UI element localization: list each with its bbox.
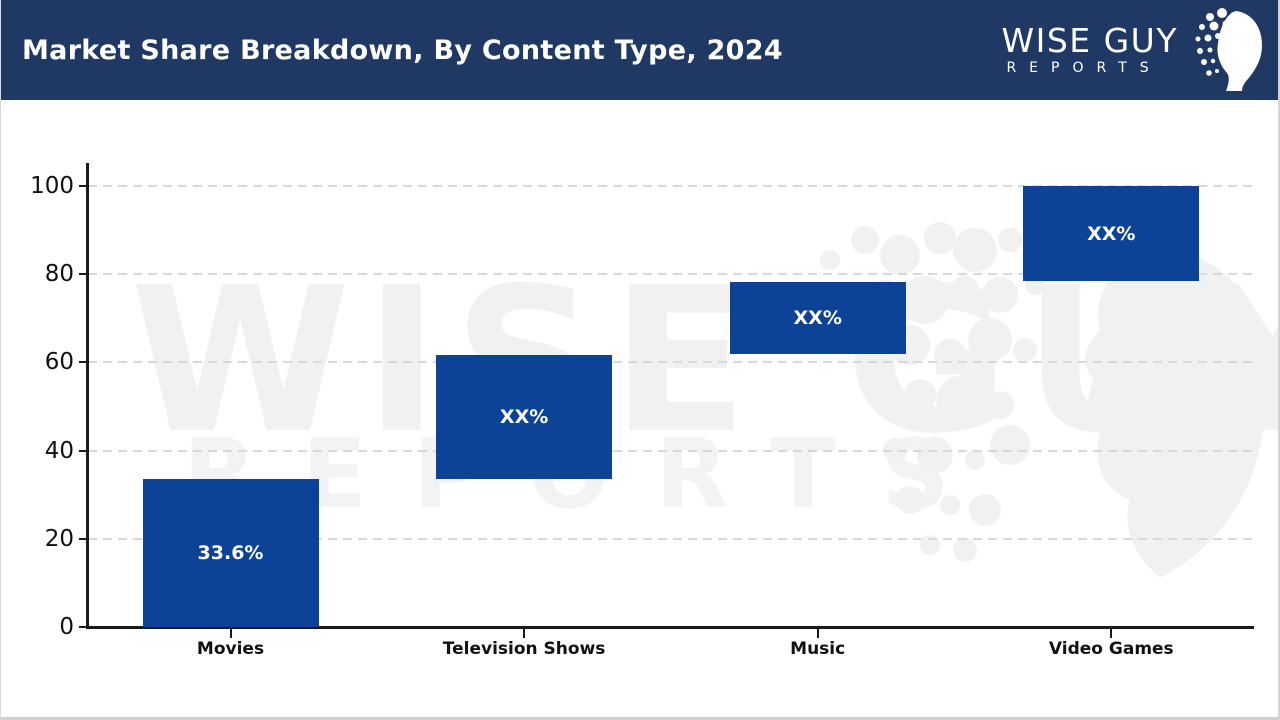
- y-axis-line: [86, 163, 89, 629]
- y-axis-tick: [79, 537, 87, 540]
- gridline: [88, 537, 1256, 540]
- x-axis-tick: [816, 629, 819, 638]
- y-axis-tick-label: 40: [44, 437, 74, 464]
- y-axis-tick-label: 0: [59, 614, 74, 640]
- x-axis-category-label-video-games: Video Games: [1048, 639, 1174, 659]
- brand-wordmark: WISE GUY REPORTS: [1001, 21, 1178, 77]
- bar-television-shows: [436, 355, 613, 479]
- gridline: [88, 185, 1256, 187]
- x-axis-category-label-television-shows: Television Shows: [442, 639, 606, 659]
- brand-logo: WISE GUY REPORTS: [1001, 7, 1266, 93]
- y-axis-tick: [79, 273, 87, 276]
- y-axis-tick: [79, 449, 87, 452]
- bar-value-label-music: XX%: [793, 306, 842, 329]
- gridline: [88, 273, 1256, 276]
- head-profile-logo-icon: [1195, 8, 1262, 91]
- bar-value-label-movies: 33.6%: [197, 541, 264, 564]
- x-axis-tick: [229, 629, 232, 638]
- bar-value-label-video-games: XX%: [1087, 222, 1136, 245]
- bar-movies: [142, 478, 319, 627]
- y-axis-tick-label: 100: [30, 173, 74, 199]
- y-axis-tick: [79, 626, 87, 628]
- x-axis-category-label-movies: Movies: [196, 639, 265, 659]
- y-axis-tick-label: 60: [44, 349, 74, 376]
- y-axis-tick-label: 20: [44, 525, 74, 552]
- y-axis-tick: [79, 361, 87, 364]
- y-axis-tick: [79, 185, 87, 187]
- gridline: [88, 361, 1256, 364]
- y-axis-tick-label: 80: [44, 261, 74, 288]
- gridline: [88, 449, 1256, 452]
- brand-name: WISE GUY: [1001, 21, 1178, 60]
- header-bar: Market Share Breakdown, By Content Type,…: [0, 0, 1280, 100]
- brand-subname: REPORTS: [1006, 60, 1162, 76]
- x-axis-line: [86, 626, 1254, 629]
- x-axis-tick: [523, 629, 526, 638]
- x-axis-tick: [1110, 629, 1113, 638]
- page-title: Market Share Breakdown, By Content Type,…: [22, 34, 783, 66]
- bar-value-label-television-shows: XX%: [499, 406, 549, 429]
- x-axis-category-label-music: Music: [790, 639, 846, 659]
